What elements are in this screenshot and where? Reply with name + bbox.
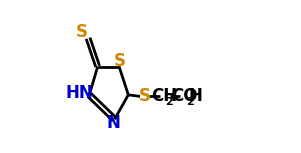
Text: S: S xyxy=(76,23,88,41)
Text: HN: HN xyxy=(66,84,94,102)
Text: CO: CO xyxy=(171,87,197,105)
Text: CH: CH xyxy=(151,87,177,105)
Text: 2: 2 xyxy=(186,97,194,107)
Text: S: S xyxy=(138,87,150,105)
Text: 2: 2 xyxy=(166,97,173,107)
Text: S: S xyxy=(113,52,126,70)
Text: H: H xyxy=(188,87,202,105)
Text: N: N xyxy=(106,114,120,132)
